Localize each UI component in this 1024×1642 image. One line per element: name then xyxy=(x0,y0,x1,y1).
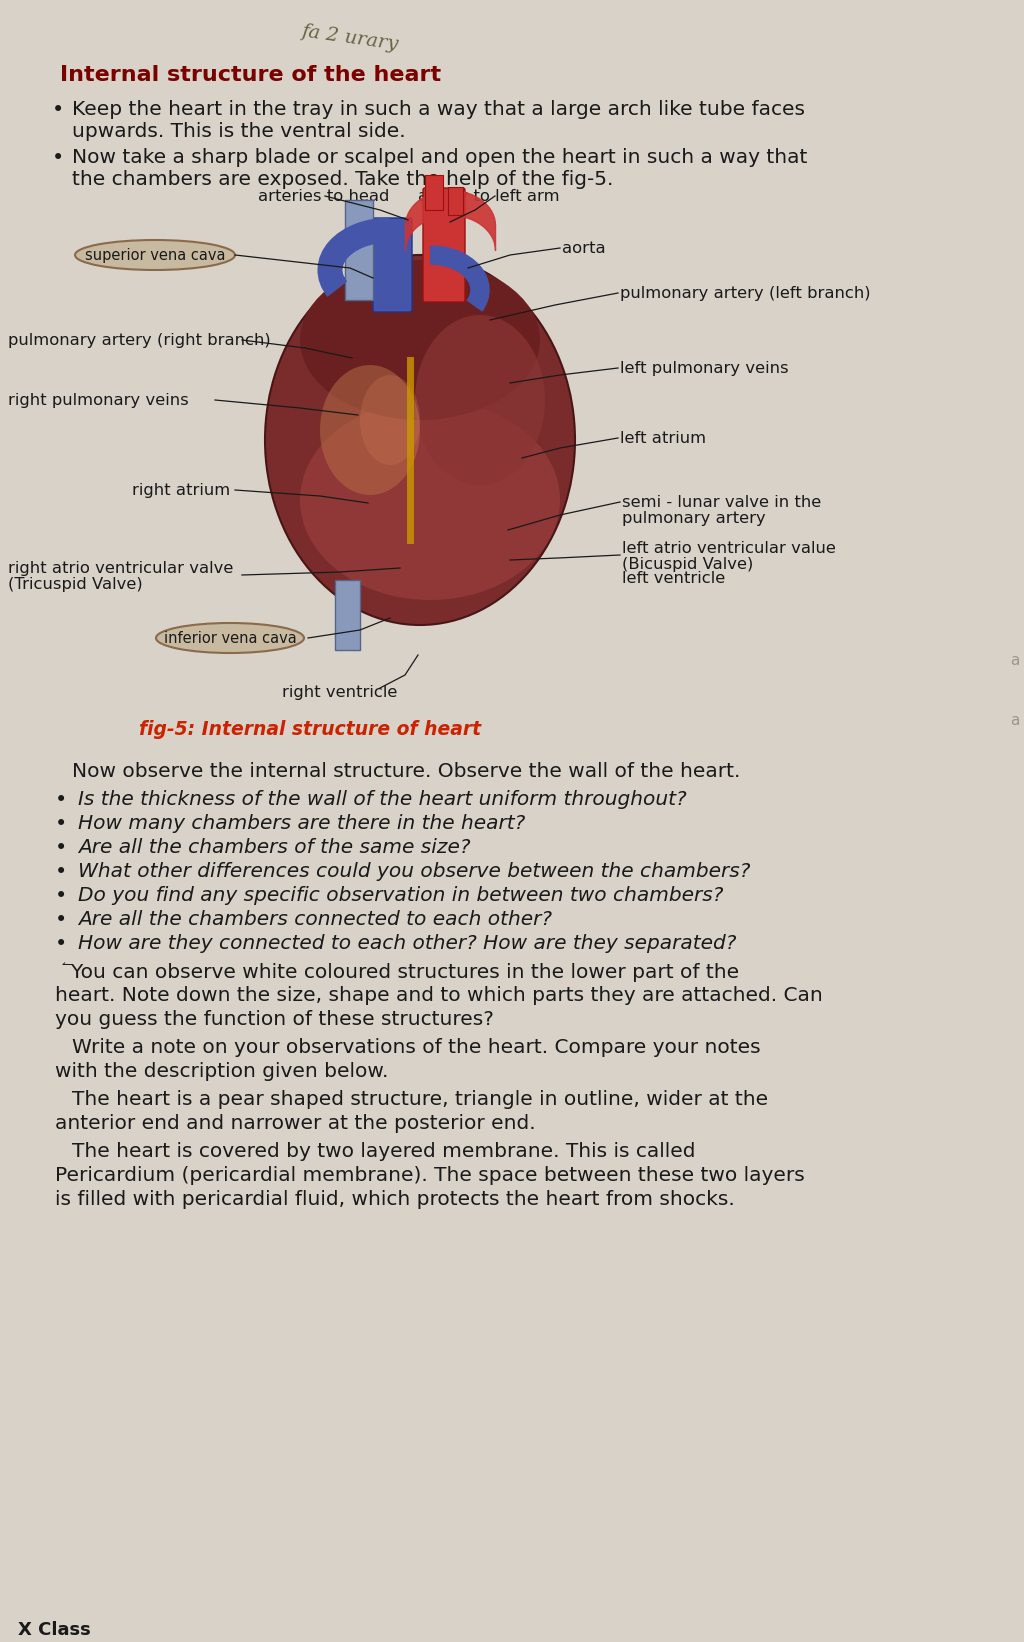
Text: left ventricle: left ventricle xyxy=(622,570,725,586)
Bar xyxy=(345,200,373,300)
Text: X Class: X Class xyxy=(18,1621,91,1639)
Text: •: • xyxy=(52,148,65,167)
Text: ⃐You can observe white coloured structures in the lower part of the: ⃐You can observe white coloured structur… xyxy=(72,962,740,982)
Text: right pulmonary veins: right pulmonary veins xyxy=(8,392,188,407)
Text: •: • xyxy=(55,790,68,810)
Bar xyxy=(425,176,443,210)
Text: pulmonary artery (right branch): pulmonary artery (right branch) xyxy=(8,332,270,348)
Text: Now take a sharp blade or scalpel and open the heart in such a way that: Now take a sharp blade or scalpel and op… xyxy=(72,148,807,167)
Ellipse shape xyxy=(415,315,545,484)
Text: How are they connected to each other? How are they separated?: How are they connected to each other? Ho… xyxy=(78,934,736,952)
Text: Is the thickness of the wall of the heart uniform throughout?: Is the thickness of the wall of the hear… xyxy=(78,790,687,810)
Text: The heart is a pear shaped structure, triangle in outline, wider at the: The heart is a pear shaped structure, tr… xyxy=(72,1090,768,1108)
Text: The heart is covered by two layered membrane. This is called: The heart is covered by two layered memb… xyxy=(72,1141,695,1161)
Ellipse shape xyxy=(156,622,304,654)
Text: (Bicuspid Valve): (Bicuspid Valve) xyxy=(622,557,754,571)
Text: •: • xyxy=(55,862,68,882)
Text: fig-5: Internal structure of heart: fig-5: Internal structure of heart xyxy=(139,719,481,739)
Text: right ventricle: right ventricle xyxy=(283,685,397,699)
Text: superior vena cava: superior vena cava xyxy=(85,248,225,263)
FancyBboxPatch shape xyxy=(373,218,412,312)
Text: left atrium: left atrium xyxy=(620,430,707,445)
Text: upwards. This is the ventral side.: upwards. This is the ventral side. xyxy=(72,122,406,141)
Bar xyxy=(335,580,360,650)
FancyBboxPatch shape xyxy=(423,187,465,302)
Text: anterior end and narrower at the posterior end.: anterior end and narrower at the posteri… xyxy=(55,1113,536,1133)
Ellipse shape xyxy=(300,259,540,420)
Text: Pericardium (pericardial membrane). The space between these two layers: Pericardium (pericardial membrane). The … xyxy=(55,1166,805,1186)
Text: What other differences could you observe between the chambers?: What other differences could you observe… xyxy=(78,862,751,882)
Text: left pulmonary veins: left pulmonary veins xyxy=(620,361,788,376)
Text: •: • xyxy=(55,814,68,834)
Text: heart. Note down the size, shape and to which parts they are attached. Can: heart. Note down the size, shape and to … xyxy=(55,985,822,1005)
Text: arteries to head: arteries to head xyxy=(258,189,389,204)
Text: left atrio ventricular value: left atrio ventricular value xyxy=(622,540,836,555)
Bar xyxy=(449,187,463,215)
Text: artery to left arm: artery to left arm xyxy=(418,189,560,204)
Text: pulmonary artery (left branch): pulmonary artery (left branch) xyxy=(620,286,870,300)
Text: •: • xyxy=(55,887,68,906)
Text: the chambers are exposed. Take the help of the fig-5.: the chambers are exposed. Take the help … xyxy=(72,171,613,189)
Text: Internal structure of the heart: Internal structure of the heart xyxy=(60,66,441,85)
Text: aorta: aorta xyxy=(562,240,605,256)
Ellipse shape xyxy=(319,365,420,494)
Text: pulmonary artery: pulmonary artery xyxy=(622,511,766,525)
Text: Are all the chambers connected to each other?: Are all the chambers connected to each o… xyxy=(78,910,552,929)
Text: Keep the heart in the tray in such a way that a large arch like tube faces: Keep the heart in the tray in such a way… xyxy=(72,100,805,118)
Text: fa 2 urary: fa 2 urary xyxy=(300,21,399,54)
Text: Do you find any specific observation in between two chambers?: Do you find any specific observation in … xyxy=(78,887,723,905)
Text: you guess the function of these structures?: you guess the function of these structur… xyxy=(55,1010,494,1030)
Text: is filled with pericardial fluid, which protects the heart from shocks.: is filled with pericardial fluid, which … xyxy=(55,1190,735,1209)
Text: a: a xyxy=(1010,713,1019,727)
Ellipse shape xyxy=(300,401,560,599)
Text: inferior vena cava: inferior vena cava xyxy=(164,631,296,645)
Text: •: • xyxy=(55,837,68,859)
Ellipse shape xyxy=(360,374,420,465)
Text: Write a note on your observations of the heart. Compare your notes: Write a note on your observations of the… xyxy=(72,1038,761,1057)
Text: Are all the chambers of the same size?: Are all the chambers of the same size? xyxy=(78,837,470,857)
Text: (Tricuspid Valve): (Tricuspid Valve) xyxy=(8,576,142,591)
Text: •: • xyxy=(52,100,65,120)
Text: with the description given below.: with the description given below. xyxy=(55,1062,388,1080)
Text: •: • xyxy=(55,934,68,954)
Text: right atrio ventricular valve: right atrio ventricular valve xyxy=(8,560,233,575)
Text: How many chambers are there in the heart?: How many chambers are there in the heart… xyxy=(78,814,525,832)
Text: right atrium: right atrium xyxy=(132,483,230,498)
Text: semi - lunar valve in the: semi - lunar valve in the xyxy=(622,494,821,509)
Text: Now observe the internal structure. Observe the wall of the heart.: Now observe the internal structure. Obse… xyxy=(72,762,740,782)
Text: •: • xyxy=(55,910,68,929)
Ellipse shape xyxy=(75,240,234,269)
Ellipse shape xyxy=(265,255,575,626)
Text: a: a xyxy=(1010,652,1019,668)
